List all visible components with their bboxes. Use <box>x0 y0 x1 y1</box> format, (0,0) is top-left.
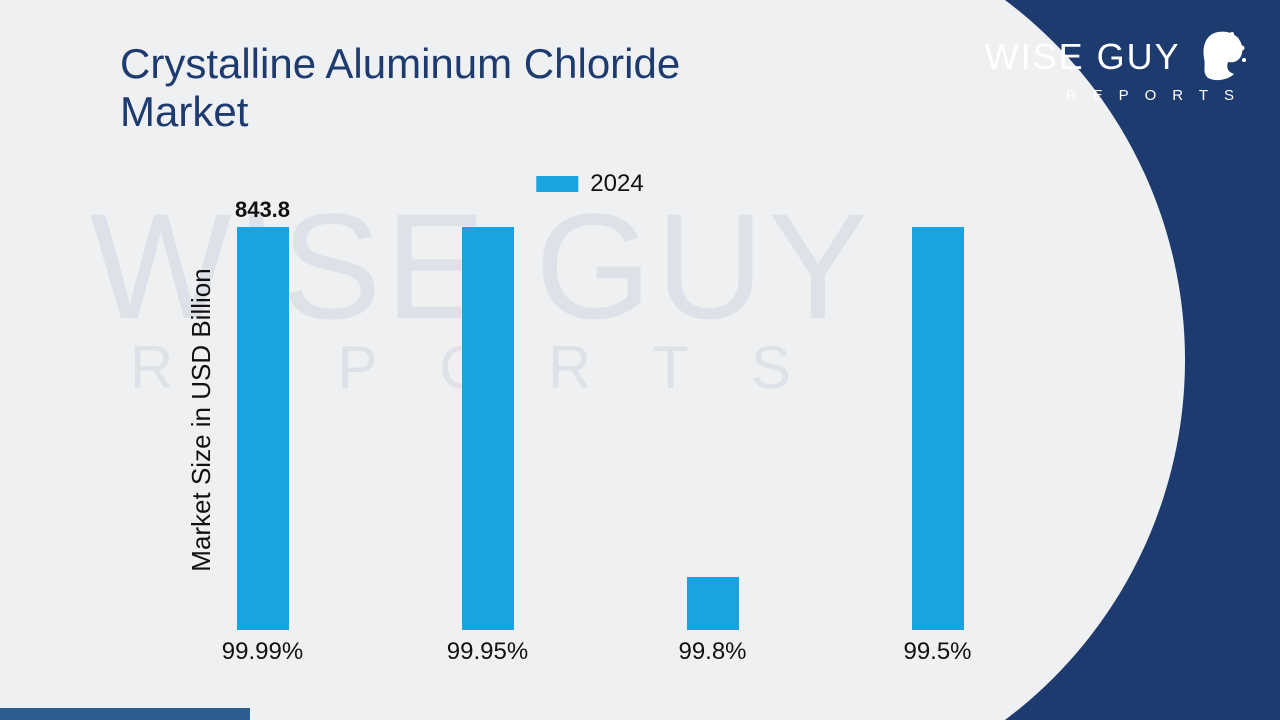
legend-label: 2024 <box>590 170 643 198</box>
x-tick-label: 99.95% <box>375 638 600 666</box>
bar <box>237 227 289 630</box>
logo-text-line1: WISE GUY <box>985 36 1180 77</box>
legend-swatch <box>536 176 578 192</box>
head-icon <box>1198 28 1252 91</box>
page-title: Crystalline Aluminum Chloride Market <box>120 40 770 137</box>
bar <box>462 227 514 630</box>
bars-container: 843.8 <box>150 200 1050 630</box>
x-axis-labels: 99.99%99.95%99.8%99.5% <box>150 638 1050 666</box>
bar-slot <box>600 200 825 630</box>
bar-value-label: 843.8 <box>235 197 290 223</box>
bar-slot <box>825 200 1050 630</box>
bar-chart: Market Size in USD Billion 2024 843.8 99… <box>120 160 1060 680</box>
x-tick-label: 99.5% <box>825 638 1050 666</box>
plot-area: 843.8 <box>150 200 1050 630</box>
bottom-accent-bar <box>0 708 250 720</box>
x-tick-label: 99.8% <box>600 638 825 666</box>
bar-slot <box>375 200 600 630</box>
bar <box>687 577 739 630</box>
logo-line1: WISE GUY <box>985 28 1252 91</box>
bar-slot: 843.8 <box>150 200 375 630</box>
legend: 2024 <box>536 170 643 198</box>
brand-logo: WISE GUY REPORTS <box>985 28 1252 104</box>
page-canvas: WISE GUY REPORTS WISE GUY REPORTS Crysta… <box>0 0 1280 720</box>
bar <box>912 227 964 630</box>
x-tick-label: 99.99% <box>150 638 375 666</box>
